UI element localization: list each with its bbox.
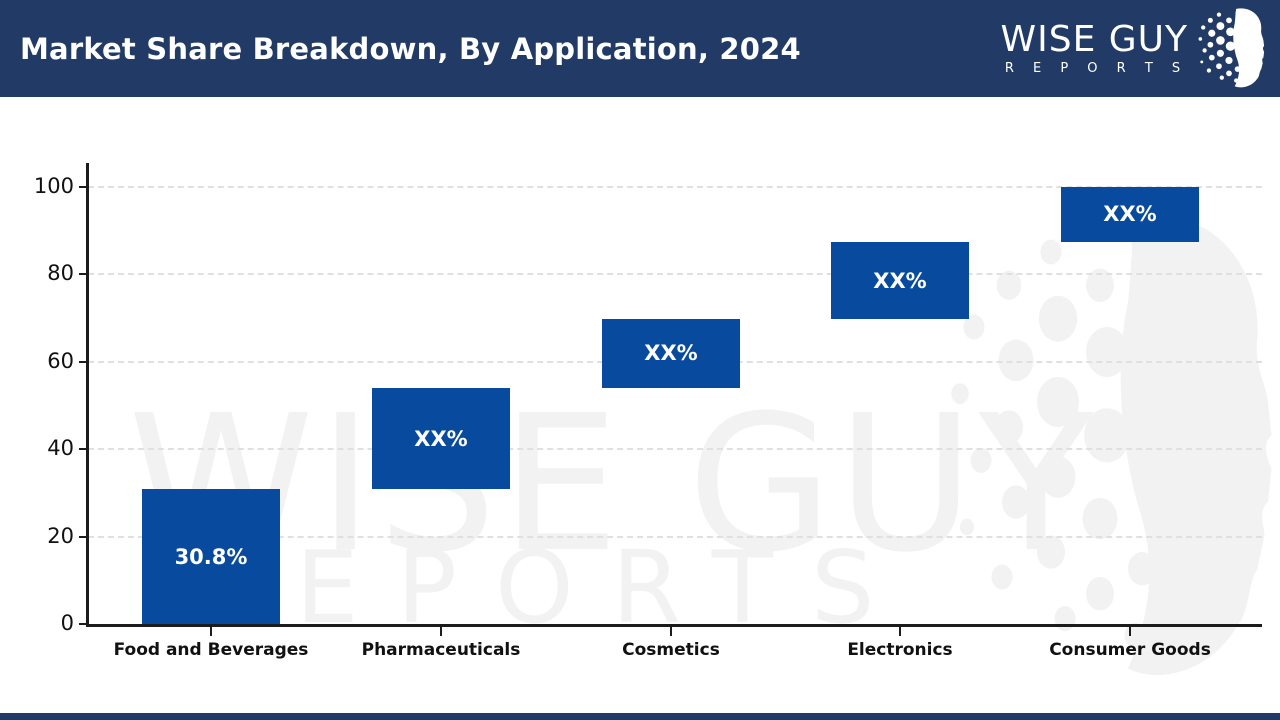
y-axis-tick-label: 80 <box>47 261 74 286</box>
y-axis-tick <box>79 535 88 538</box>
y-axis-tick-label: 40 <box>47 436 74 461</box>
watermark-text-wiseguy: WISE GUY <box>128 375 1098 594</box>
bar-segment: XX% <box>831 242 969 320</box>
x-axis-category-label: Cosmetics <box>622 640 720 660</box>
y-axis-line <box>86 163 89 627</box>
bar-segment: XX% <box>602 319 740 388</box>
watermark-text-reports: REPORTS <box>188 529 913 646</box>
logo-name: WISE GUY <box>1000 18 1188 60</box>
x-axis-category-label: Consumer Goods <box>1049 640 1211 660</box>
y-axis-tick <box>79 623 88 625</box>
bar-segment: XX% <box>1061 186 1199 243</box>
x-axis-tick <box>210 627 212 636</box>
x-axis-category-label: Electronics <box>847 640 953 660</box>
dotted-face-icon <box>1198 7 1265 87</box>
y-axis-tick <box>79 273 88 275</box>
wiseguy-logo: WISE GUY R E P O R T S <box>1001 6 1280 92</box>
y-gridline <box>88 448 1262 450</box>
x-axis-tick <box>1129 627 1131 636</box>
bar-value-label: XX% <box>644 341 698 366</box>
footer-bar <box>0 713 1280 720</box>
bar-value-label: 30.8% <box>174 544 248 569</box>
y-gridline <box>88 185 1262 188</box>
chart-area: WISE GUY REPORTS 0 20 40 60 80 100 30.8% Food a… <box>0 97 1280 713</box>
y-axis-tick <box>79 448 88 450</box>
y-axis-tick-label: 100 <box>33 173 74 198</box>
watermark-dotted-face-icon <box>951 216 1272 676</box>
page-title: Market Share Breakdown, By Application, … <box>20 31 801 66</box>
header-bar: Market Share Breakdown, By Application, … <box>0 0 1280 97</box>
logo-subtitle: R E P O R T S <box>1004 60 1188 76</box>
y-axis-tick-label: 20 <box>47 523 74 548</box>
bar-value-label: XX% <box>414 426 468 451</box>
bar-value-label: XX% <box>1103 202 1157 227</box>
bar-segment: 30.8% <box>142 489 280 624</box>
y-gridline <box>88 273 1262 275</box>
x-axis-tick <box>440 627 442 636</box>
y-gridline <box>88 535 1262 538</box>
bar-value-label: XX% <box>873 268 927 293</box>
logo-text: WISE GUY R E P O R T S <box>1000 18 1189 76</box>
y-axis-tick-label: 60 <box>47 348 74 373</box>
y-axis-tick-label: 0 <box>60 611 74 636</box>
bar-segment: XX% <box>372 387 510 490</box>
x-axis-category-label: Food and Beverages <box>113 640 309 660</box>
y-axis-tick <box>79 360 88 363</box>
y-axis-tick <box>79 185 88 188</box>
x-axis-tick <box>899 627 901 636</box>
x-axis-line <box>86 624 1262 627</box>
x-axis-category-label: Pharmaceuticals <box>361 640 521 660</box>
x-axis-tick <box>670 627 672 636</box>
